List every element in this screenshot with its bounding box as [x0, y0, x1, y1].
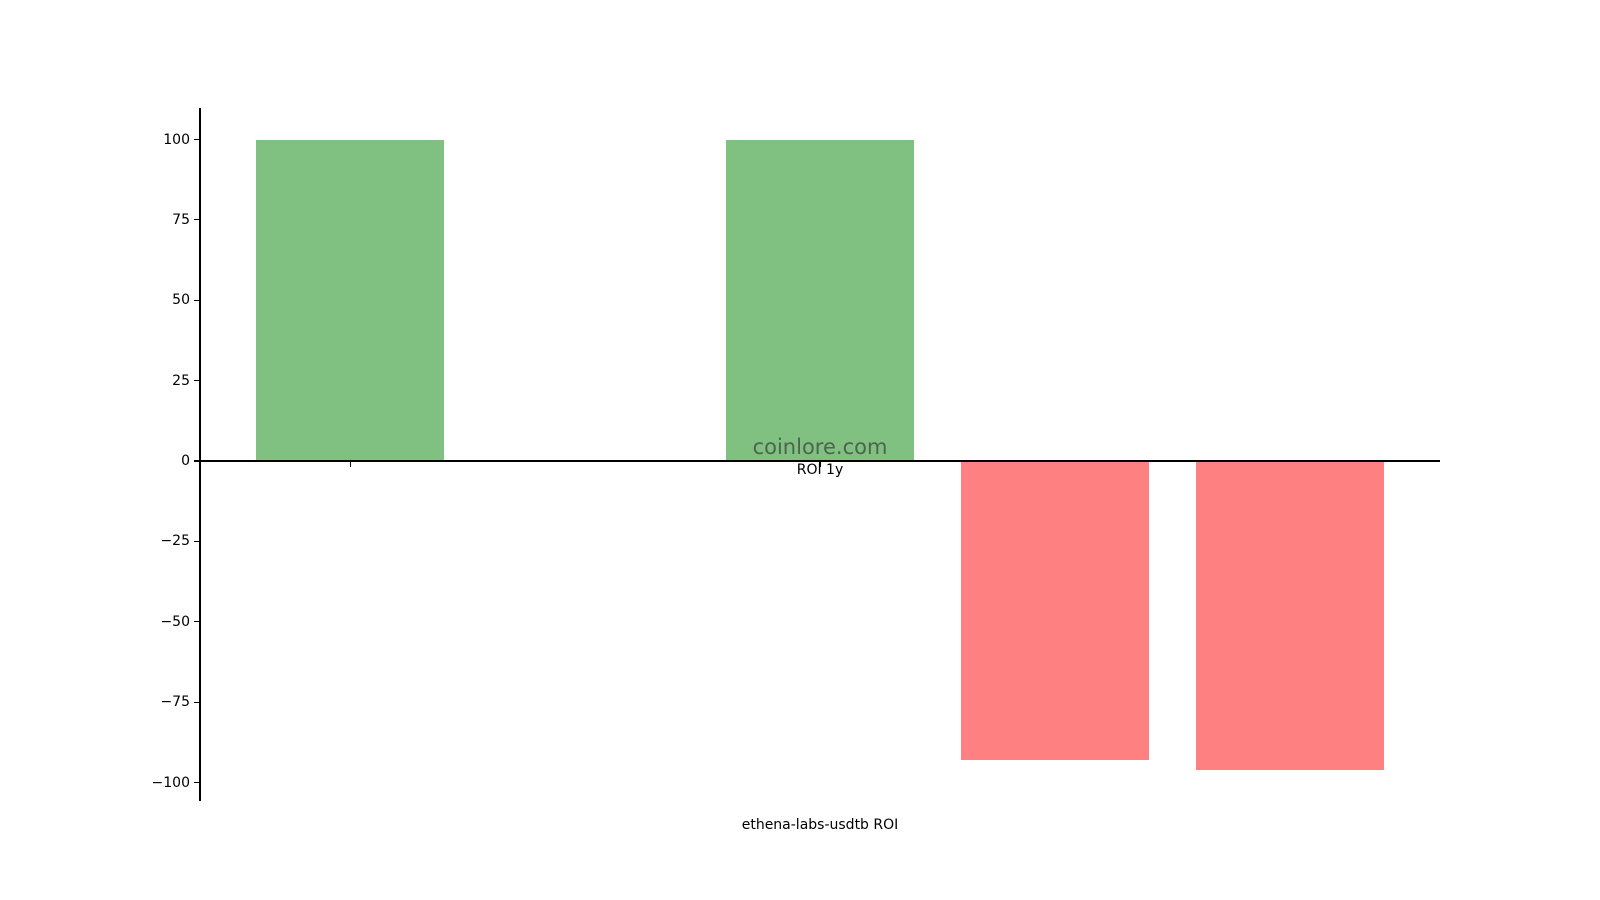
y-tick-mark	[194, 138, 200, 141]
y-tick-label: 25	[172, 372, 190, 389]
x-tick-mark	[349, 461, 351, 467]
x-tick-label: ROI 1y	[796, 462, 844, 479]
x-tick-mark	[819, 461, 821, 467]
bar-slot-4	[1195, 461, 1384, 770]
bar-slot-3	[960, 461, 1149, 761]
y-tick-label: 0	[181, 453, 190, 470]
y-tick-mark	[194, 621, 200, 623]
y-tick-label: −100	[151, 774, 190, 791]
y-axis-line	[199, 108, 201, 801]
y-tick-mark	[194, 380, 200, 382]
bar-slot-0	[256, 139, 445, 462]
y-tick-label: 50	[172, 292, 190, 309]
y-tick-label: −50	[160, 613, 190, 630]
chart-title: ethena-labs-usdtb ROI	[741, 817, 899, 833]
y-tick-mark	[194, 219, 200, 221]
watermark-text: coinlore.com	[752, 435, 888, 459]
y-tick-label: 75	[172, 211, 190, 228]
y-tick-mark	[194, 299, 200, 301]
x-axis-line	[200, 460, 1440, 462]
y-tick-mark	[194, 540, 200, 543]
y-tick-label: 100	[163, 131, 190, 148]
bar-ROI 1y	[726, 139, 914, 462]
y-tick-mark	[194, 701, 200, 703]
y-tick-mark	[194, 782, 200, 784]
y-tick-label: −75	[160, 694, 190, 711]
y-tick-mark	[194, 460, 200, 462]
y-tick-label: −25	[160, 533, 190, 550]
